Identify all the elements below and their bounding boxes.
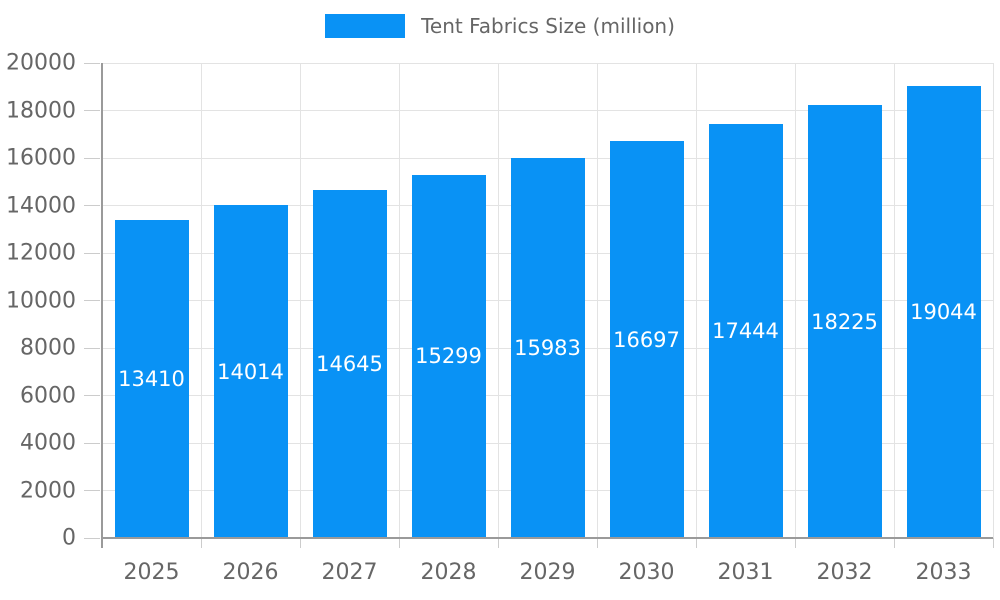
bar-2027[interactable]	[312, 190, 387, 538]
y-gridline	[102, 157, 993, 159]
x-gridline	[497, 63, 499, 538]
x-axis-tick-label: 2029	[519, 560, 576, 585]
x-axis-tick-label: 2030	[618, 560, 675, 585]
y-gridline	[102, 62, 993, 64]
bar-value-label: 15983	[514, 336, 581, 361]
bar-value-label: 18225	[811, 309, 878, 334]
y-gridline	[102, 110, 993, 111]
y-axis-tick-label: 12000	[6, 240, 76, 266]
x-axis-tick	[200, 538, 202, 548]
bar-2028[interactable]	[411, 174, 486, 538]
x-axis-tick-label: 2026	[222, 560, 279, 585]
legend-swatch	[325, 14, 406, 38]
x-axis-tick	[299, 538, 301, 548]
y-axis-tick-label: 10000	[6, 288, 76, 313]
y-axis-tick-label: 0	[62, 525, 76, 551]
y-axis-tick	[84, 62, 100, 64]
y-axis-tick	[84, 205, 100, 206]
x-axis-tick-label: 2031	[717, 560, 774, 585]
x-axis-tick-label: 2028	[420, 560, 477, 585]
y-axis-tick	[84, 252, 100, 254]
bar-value-label: 19044	[910, 299, 977, 324]
x-axis-tick	[794, 538, 796, 548]
x-axis-tick-label: 2027	[321, 560, 378, 585]
x-gridline	[992, 63, 994, 538]
bar-value-label: 13410	[118, 366, 185, 391]
y-axis-tick	[84, 442, 100, 444]
y-axis-tick	[84, 300, 100, 301]
x-axis-line	[101, 537, 993, 539]
y-axis-tick	[84, 395, 100, 396]
y-axis-tick	[84, 490, 100, 491]
y-axis-tick	[84, 347, 100, 349]
bar-value-label: 17444	[712, 318, 779, 343]
x-axis-tick-label: 2025	[123, 560, 180, 585]
bar-2032[interactable]	[807, 105, 882, 538]
y-axis-tick-label: 6000	[20, 383, 76, 408]
bar-2029[interactable]	[510, 158, 585, 538]
legend[interactable]: Tent Fabrics Size (million)	[0, 14, 1000, 38]
y-axis-line	[101, 63, 103, 548]
y-axis-tick	[84, 537, 100, 539]
x-axis-tick	[695, 538, 697, 548]
y-axis-tick-label: 4000	[20, 430, 76, 456]
bar-2030[interactable]	[609, 141, 684, 538]
y-axis-tick-label: 8000	[20, 335, 76, 361]
x-axis-tick-label: 2032	[816, 560, 873, 585]
y-axis-tick	[84, 110, 100, 111]
y-axis-tick-label: 14000	[6, 193, 76, 218]
bar-2033[interactable]	[906, 85, 981, 538]
x-gridline	[596, 63, 598, 538]
plot-area: 13410 14014 14645 15299 15983 16697 17444 18225…	[102, 62, 994, 538]
y-axis-tick	[84, 157, 100, 159]
x-axis-tick	[992, 538, 994, 548]
y-axis-tick-label: 2000	[20, 478, 76, 503]
y-axis-tick-label: 18000	[6, 98, 76, 123]
legend-label: Tent Fabrics Size (million)	[421, 14, 675, 38]
bar-value-label: 14645	[316, 352, 383, 377]
x-gridline	[200, 63, 202, 538]
x-gridline	[299, 63, 301, 538]
bar-value-label: 14014	[217, 359, 284, 384]
bar-value-label: 16697	[613, 327, 680, 352]
x-axis-tick-label: 2033	[915, 560, 972, 585]
x-gridline	[893, 63, 895, 538]
y-axis-tick-label: 16000	[6, 145, 76, 171]
x-gridline	[398, 63, 400, 538]
x-axis-tick	[398, 538, 400, 548]
x-gridline	[695, 63, 697, 538]
bar-value-label: 15299	[415, 344, 482, 369]
y-axis-tick-label: 20000	[6, 50, 76, 76]
bar-2025[interactable]	[114, 219, 189, 538]
x-axis-tick	[497, 538, 499, 548]
x-axis-tick	[893, 538, 895, 548]
x-axis-tick	[596, 538, 598, 548]
x-gridline	[794, 63, 796, 538]
bar-2026[interactable]	[213, 205, 288, 538]
bar-2031[interactable]	[708, 123, 783, 538]
